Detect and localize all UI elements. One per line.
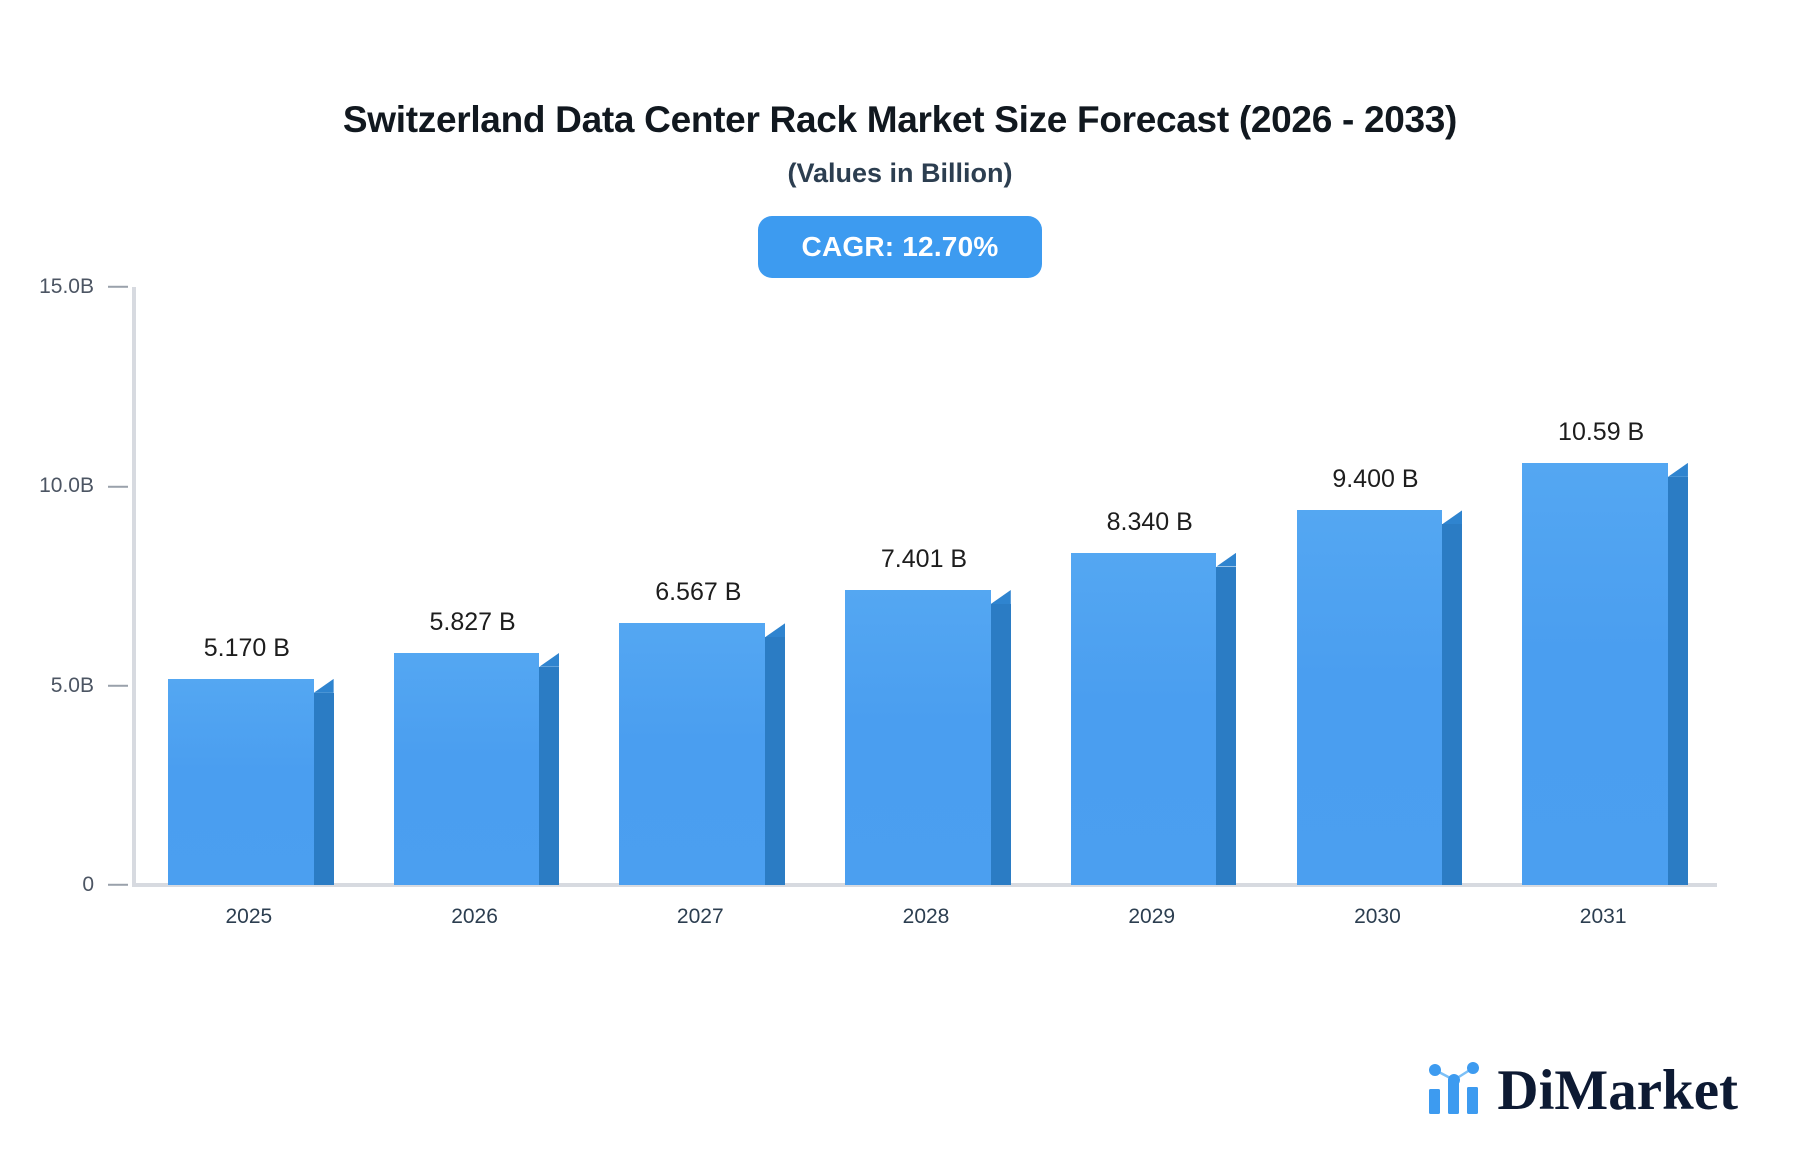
chart-header: Switzerland Data Center Rack Market Size… xyxy=(0,0,1800,279)
x-axis-tick-label: 2027 xyxy=(676,905,724,928)
bar-front-face xyxy=(845,589,991,885)
bar-2031[interactable] xyxy=(1522,287,1688,885)
bar-side-face xyxy=(1442,524,1463,885)
bar-front-face xyxy=(619,623,766,885)
bar-side-face xyxy=(1667,476,1688,885)
bar-body[interactable] xyxy=(168,678,334,885)
x-axis-tick-label: 2026 xyxy=(451,905,498,928)
bar-2028[interactable] xyxy=(845,287,1011,885)
bar-body[interactable] xyxy=(1522,462,1688,885)
y-axis-tick-label: 15.0B xyxy=(39,275,94,299)
bar-top-face xyxy=(1667,462,1688,477)
bar-body[interactable] xyxy=(1070,552,1237,885)
x-axis-tick-label: 2025 xyxy=(225,905,273,928)
y-axis-tick: 5.0B xyxy=(0,673,128,697)
y-axis-line xyxy=(132,287,136,885)
bar-front-face xyxy=(393,652,540,885)
x-axis-tick-label: 2029 xyxy=(1128,905,1176,928)
logo-text: DiMarket xyxy=(1497,1059,1738,1122)
bar-2030[interactable] xyxy=(1296,287,1463,885)
bar-front-face xyxy=(1296,510,1443,885)
bar-side-face xyxy=(990,603,1011,885)
bar-top-face xyxy=(990,589,1011,604)
y-axis-tick-mark xyxy=(108,286,128,289)
bar-front-face xyxy=(1522,462,1668,885)
bar-front-face xyxy=(168,678,314,885)
bar-chart-icon xyxy=(1427,1061,1483,1120)
bar-top-face xyxy=(765,623,786,638)
x-axis-line xyxy=(132,883,1717,887)
bar-side-face xyxy=(313,692,334,885)
bar-value-label: 5.827 B xyxy=(429,607,516,636)
bar-value-label: 5.170 B xyxy=(203,633,290,662)
y-axis-tick: 10.0B xyxy=(0,474,128,498)
bar-2027[interactable] xyxy=(619,287,786,885)
page-title: Switzerland Data Center Rack Market Size… xyxy=(342,99,1458,140)
y-axis-tick-label: 0 xyxy=(82,873,94,897)
bar-value-label: 8.340 B xyxy=(1106,507,1193,536)
bar-2029[interactable] xyxy=(1070,287,1237,885)
bar-value-label: 9.400 B xyxy=(1332,465,1419,494)
x-axis-tick-label: 2030 xyxy=(1354,905,1401,928)
cagr-badge-container: CAGR: 12.70% xyxy=(0,216,1800,279)
bar-side-face xyxy=(765,637,786,885)
bars-layer: 5.170 B 5.827 B 6.567 B 7.401 B 8.340 B 9.400… xyxy=(136,287,1716,885)
brand-logo: DiMarket xyxy=(1427,1061,1738,1120)
bar-side-face xyxy=(539,666,560,885)
bar-2026[interactable] xyxy=(393,287,560,885)
x-axis-tick-label: 2031 xyxy=(1579,905,1627,928)
x-axis-tick-label: 2028 xyxy=(902,905,950,928)
bar-value-label: 10.59 B xyxy=(1558,417,1645,446)
y-axis-tick: 0 xyxy=(0,873,128,897)
bar-2025[interactable] xyxy=(168,287,334,885)
bar-top-face xyxy=(1216,552,1237,567)
bar-top-face xyxy=(313,678,334,693)
y-axis-tick: 15.0B xyxy=(0,275,128,299)
bar-top-face xyxy=(539,652,560,667)
bar-body[interactable] xyxy=(393,652,560,885)
cagr-badge: CAGR: 12.70% xyxy=(757,216,1043,279)
chart-subtitle: (Values in Billion) xyxy=(787,157,1013,188)
bar-front-face xyxy=(1070,552,1217,885)
bar-value-label: 7.401 B xyxy=(880,544,968,573)
y-axis-tick-label: 5.0B xyxy=(50,673,94,697)
bar-body[interactable] xyxy=(1296,510,1463,885)
y-axis-tick-mark xyxy=(108,485,128,488)
y-axis-tick-label: 10.0B xyxy=(39,474,94,498)
bar-top-face xyxy=(1442,510,1463,525)
bar-body[interactable] xyxy=(619,623,786,885)
bar-body[interactable] xyxy=(845,589,1011,885)
y-axis-tick-mark xyxy=(108,884,128,887)
y-axis-tick-mark xyxy=(108,684,128,687)
bar-side-face xyxy=(1216,566,1237,885)
bar-value-label: 6.567 B xyxy=(655,578,742,607)
